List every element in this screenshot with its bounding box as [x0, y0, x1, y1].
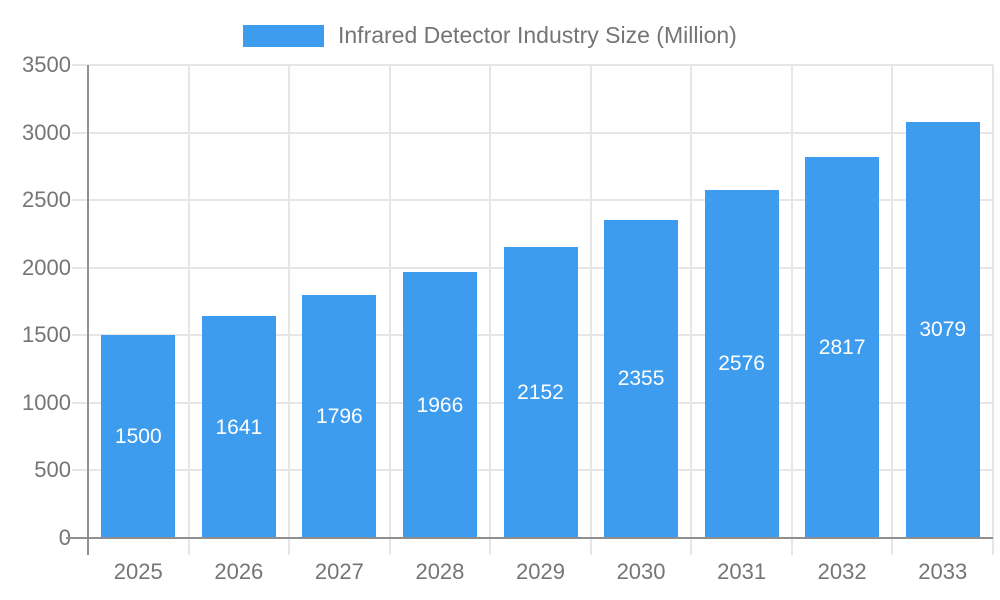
x-gridline	[187, 65, 190, 555]
bar-value-label: 1796	[316, 405, 363, 429]
x-gridline	[891, 65, 894, 555]
y-axis-tick-label: 2500	[22, 187, 71, 213]
bar-value-label: 2817	[818, 336, 866, 360]
bar: 1966	[402, 272, 477, 538]
bar-value-label: 3079	[919, 318, 967, 342]
bar-value-label: 1966	[416, 393, 464, 417]
bar-value-label: 2576	[718, 352, 765, 376]
y-axis-line	[87, 65, 89, 555]
y-axis-tick-label: 2000	[22, 254, 71, 280]
x-axis-tick-label: 2033	[918, 559, 968, 584]
bar-value-label: 1500	[114, 425, 162, 449]
bar-value-label: 2152	[517, 381, 564, 405]
bar: 2152	[503, 247, 578, 538]
y-axis-tick-label: 0	[58, 525, 71, 550]
x-gridline	[790, 65, 793, 555]
bar-value-label: 2355	[617, 367, 665, 391]
y-axis-tick-label: 3500	[22, 52, 71, 77]
bar: 1641	[201, 316, 276, 538]
y-gridline	[72, 131, 993, 134]
y-axis-tick-label: 500	[34, 457, 71, 483]
x-gridline	[388, 65, 391, 555]
x-axis-line	[66, 537, 993, 539]
bar: 2576	[704, 189, 779, 538]
y-gridline	[72, 64, 993, 66]
x-gridline	[489, 65, 492, 555]
x-axis-tick-label: 2029	[516, 559, 565, 584]
x-axis-tick-label: 2027	[314, 559, 364, 584]
bar-value-label: 1641	[215, 415, 263, 439]
x-axis-tick-label: 2028	[415, 559, 465, 584]
x-gridline	[288, 65, 291, 555]
plot-area: 0 500 1000 1500 2000 2500 3000 3500 1500 2025 1641…	[22, 54, 994, 583]
legend-swatch	[243, 24, 324, 47]
chart-legend: Infrared Detector Industry Size (Million…	[243, 22, 737, 49]
bar: 1500	[101, 335, 176, 538]
x-gridline	[690, 65, 693, 555]
bar: 3079	[905, 121, 980, 538]
x-axis-tick-label: 2026	[214, 559, 264, 584]
x-axis-tick-label: 2025	[113, 559, 163, 584]
x-axis-tick-label: 2031	[717, 559, 767, 584]
x-gridline	[992, 65, 994, 555]
y-axis-tick-label: 1500	[22, 322, 71, 348]
x-axis-tick-label: 2030	[616, 559, 666, 584]
x-gridline	[589, 65, 592, 555]
y-axis-tick-label: 1000	[22, 389, 71, 415]
bar: 2817	[805, 157, 880, 538]
legend-label: Infrared Detector Industry Size (Million…	[338, 22, 737, 48]
y-gridline	[72, 199, 993, 202]
bar: 1796	[302, 295, 377, 538]
bar: 2355	[604, 219, 679, 538]
x-axis-tick-label: 2032	[817, 559, 867, 584]
y-axis-tick-label: 3000	[22, 119, 71, 145]
